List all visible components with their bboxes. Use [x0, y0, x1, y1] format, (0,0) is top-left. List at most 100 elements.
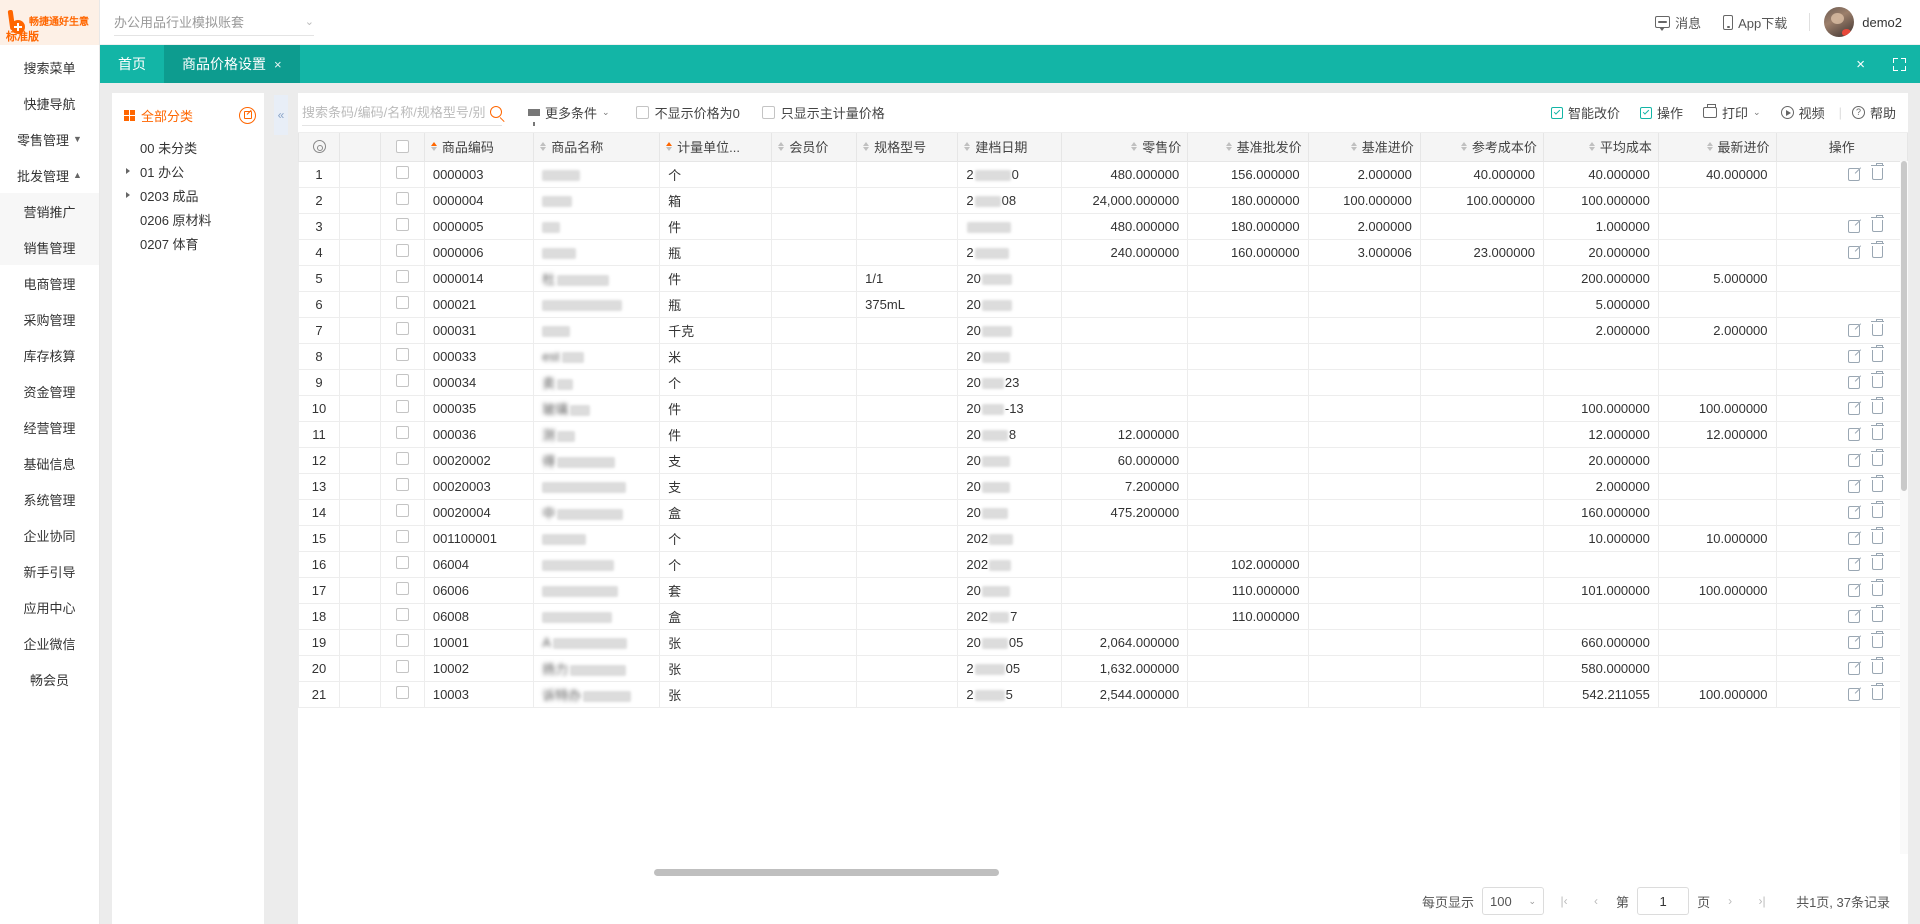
column-settings-header[interactable]	[298, 133, 341, 162]
delete-row-icon[interactable]	[1871, 501, 1884, 518]
collapse-panel-button[interactable]: «	[274, 95, 288, 135]
table-row[interactable]: 15 001100001 个 202 10.000000 10.000000	[298, 524, 1908, 552]
sidebar-item-12[interactable]: 系统管理	[0, 481, 99, 517]
category-node-2[interactable]: 0203 成品	[112, 183, 264, 207]
delete-row-icon[interactable]	[1871, 345, 1884, 362]
edit-row-icon[interactable]	[1848, 167, 1860, 181]
row-checkbox-cell[interactable]	[380, 160, 425, 188]
row-checkbox-cell[interactable]	[380, 680, 425, 708]
edit-row-icon[interactable]	[1848, 219, 1860, 233]
column-header-base_wholesale[interactable]: 基准批发价	[1187, 133, 1309, 162]
delete-row-icon[interactable]	[1871, 527, 1884, 544]
row-checkbox-cell[interactable]	[380, 602, 425, 630]
table-row[interactable]: 17 06006 套 20 110.000000 101.000000 100.000000	[298, 576, 1908, 604]
delete-row-icon[interactable]	[1871, 553, 1884, 570]
table-row[interactable]: 9 000034 卖个 20 23	[298, 368, 1908, 396]
table-row[interactable]: 14 00020004 中 盒 20 475.200000 160.000000	[298, 498, 1908, 526]
sidebar-item-0[interactable]: 搜索菜单	[0, 49, 99, 85]
table-row[interactable]: 13 00020003 支 20 7.200000 2.000000	[298, 472, 1908, 500]
last-page-button[interactable]: ›|	[1758, 894, 1766, 908]
table-row[interactable]: 16 06004 个 202 102.000000	[298, 550, 1908, 578]
delete-row-icon[interactable]	[1871, 579, 1884, 596]
page-size-select[interactable]: 100 ⌄	[1482, 887, 1545, 915]
row-checkbox[interactable]	[395, 452, 409, 465]
table-row[interactable]: 21 10003 诉特办张 2 5 2,544.000000 542.211055 100.0…	[298, 680, 1908, 708]
row-checkbox[interactable]	[395, 660, 409, 673]
delete-row-icon[interactable]	[1871, 371, 1884, 388]
help-button[interactable]: ? 帮助	[1851, 103, 1896, 122]
column-header-spec[interactable]: 规格型号	[856, 133, 959, 162]
sidebar-item-1[interactable]: 快捷导航	[0, 85, 99, 121]
gear-icon[interactable]	[312, 140, 326, 154]
sort-toggle-icon[interactable]	[964, 142, 971, 152]
sort-toggle-icon[interactable]	[778, 142, 785, 152]
edit-row-icon[interactable]	[1848, 583, 1860, 597]
sidebar-item-14[interactable]: 新手引导	[0, 553, 99, 589]
table-row[interactable]: 18 06008 盒 202 7 110.000000	[298, 602, 1908, 630]
row-checkbox[interactable]	[395, 166, 409, 179]
row-checkbox[interactable]	[395, 530, 409, 543]
row-checkbox-cell[interactable]	[380, 290, 425, 318]
category-node-1[interactable]: 01 办公	[112, 159, 264, 183]
edit-row-icon[interactable]	[1848, 427, 1860, 441]
table-row[interactable]: 19 10001 A 张 20 05 2,064.000000 660.000000	[298, 628, 1908, 656]
vertical-scrollbar-thumb[interactable]	[1901, 161, 1907, 491]
delete-row-icon[interactable]	[1871, 631, 1884, 648]
tab-close-icon[interactable]: ×	[274, 56, 282, 72]
column-header-avg_cost[interactable]: 平均成本	[1542, 133, 1659, 162]
delete-row-icon[interactable]	[1871, 683, 1884, 700]
sort-toggle-icon[interactable]	[430, 142, 438, 152]
row-checkbox-cell[interactable]	[380, 498, 425, 526]
row-checkbox[interactable]	[395, 270, 409, 283]
expand-triangle-icon[interactable]	[126, 168, 130, 174]
row-checkbox-cell[interactable]	[380, 420, 425, 448]
delete-row-icon[interactable]	[1871, 163, 1884, 180]
row-checkbox-cell[interactable]	[380, 238, 425, 266]
column-header-unit[interactable]: 计量单位...	[659, 133, 773, 162]
table-row[interactable]: 3 0000005 件 480.000000 180.000000 2.000000 1.0…	[298, 212, 1908, 240]
row-checkbox-cell[interactable]	[380, 394, 425, 422]
row-checkbox-cell[interactable]	[380, 550, 425, 578]
sidebar-item-17[interactable]: 畅会员	[0, 661, 99, 697]
sidebar-subitem-5[interactable]: 销售管理	[0, 229, 99, 265]
select-all-checkbox[interactable]	[395, 140, 409, 154]
sidebar-item-11[interactable]: 基础信息	[0, 445, 99, 481]
delete-row-icon[interactable]	[1871, 319, 1884, 336]
table-row[interactable]: 4 0000006 瓶 2 240.000000 160.000000 3.000006 23…	[298, 238, 1908, 266]
sidebar-item-3[interactable]: 批发管理 ▲	[0, 157, 99, 193]
column-header-name[interactable]: 商品名称	[533, 133, 661, 162]
table-row[interactable]: 12 00020002 得 支 20 60.000000 20.000000	[298, 446, 1908, 474]
search-input[interactable]	[302, 104, 486, 120]
edit-row-icon[interactable]	[1848, 505, 1860, 519]
delete-row-icon[interactable]	[1871, 605, 1884, 622]
sidebar-item-8[interactable]: 库存核算	[0, 337, 99, 373]
row-checkbox[interactable]	[395, 322, 409, 335]
sidebar-item-9[interactable]: 资金管理	[0, 373, 99, 409]
row-checkbox-cell[interactable]	[380, 186, 425, 214]
row-checkbox[interactable]	[395, 582, 409, 595]
horizontal-scrollbar[interactable]	[298, 866, 1908, 878]
expand-fullscreen-button[interactable]	[1879, 45, 1920, 83]
checkbox-hide-zero-price[interactable]: 不显示价格为0	[635, 103, 740, 122]
delete-row-icon[interactable]	[1871, 657, 1884, 674]
sort-toggle-icon[interactable]	[1588, 142, 1596, 152]
first-page-button[interactable]: |‹	[1560, 894, 1568, 908]
row-checkbox-cell[interactable]	[380, 264, 425, 292]
category-node-4[interactable]: 0207 体育	[112, 231, 264, 255]
column-header-actions[interactable]: 操作	[1775, 133, 1908, 162]
table-row[interactable]: 1 0000003 个 2 0 480.000000 156.000000 2.000000 4…	[298, 160, 1908, 188]
edit-row-icon[interactable]	[1848, 245, 1860, 259]
row-checkbox-cell[interactable]	[380, 212, 425, 240]
smart-price-change-button[interactable]: 智能改价	[1550, 103, 1620, 122]
row-checkbox[interactable]	[395, 374, 409, 387]
video-button[interactable]: 视频	[1780, 103, 1825, 122]
tab-0[interactable]: 首页	[100, 45, 164, 83]
delete-row-icon[interactable]	[1871, 475, 1884, 492]
row-checkbox[interactable]	[395, 296, 409, 309]
table-row[interactable]: 6 000021 瓶 375mL 20 5.000000	[298, 290, 1908, 318]
row-checkbox-cell[interactable]	[380, 446, 425, 474]
row-checkbox-cell[interactable]	[380, 654, 425, 682]
category-node-0[interactable]: 00 未分类	[112, 135, 264, 159]
checkbox-only-main-unit[interactable]: 只显示主计量价格	[761, 103, 885, 122]
column-header-member_price[interactable]: 会员价	[771, 133, 858, 162]
